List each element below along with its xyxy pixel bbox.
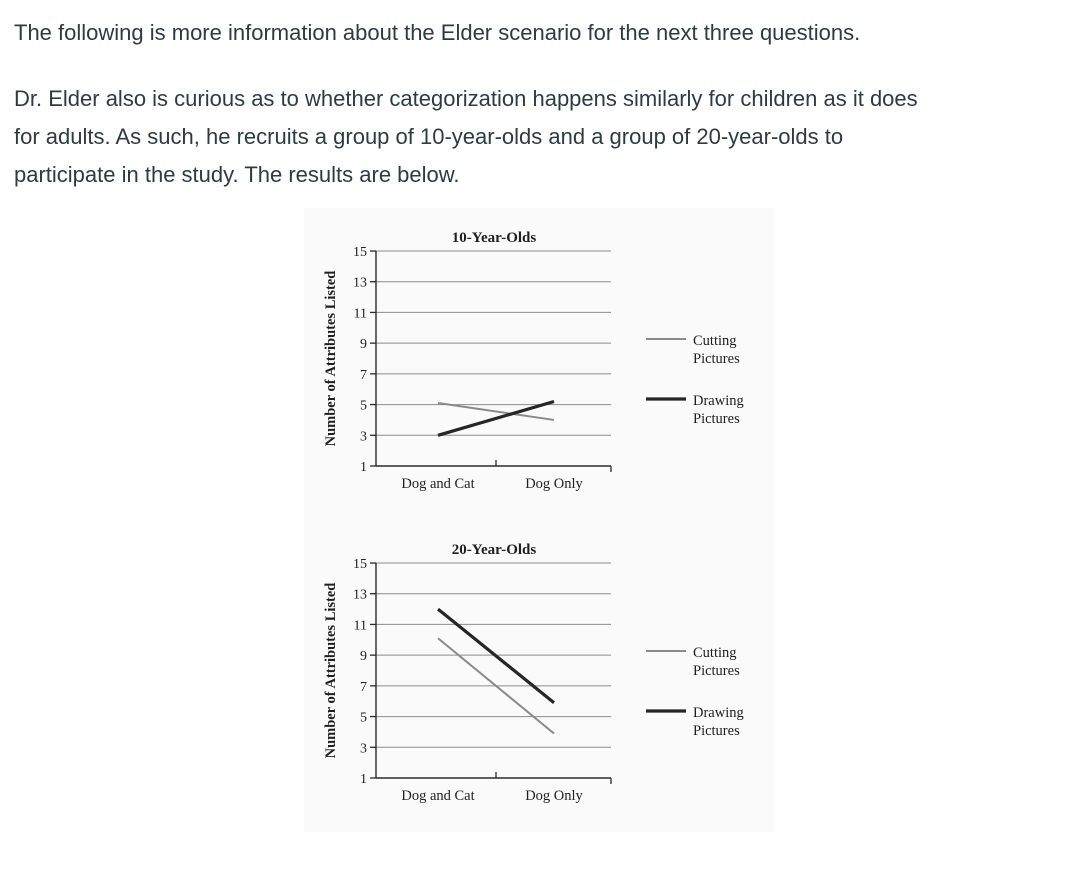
y-tick-label: 11 — [354, 306, 367, 321]
quiz-content-page: The following is more information about … — [14, 20, 918, 832]
series-line-cutting-pictures — [437, 402, 555, 421]
legend-label: Cutting — [693, 333, 737, 349]
legend-label: Cutting — [693, 645, 737, 661]
y-tick-label: 3 — [360, 429, 367, 444]
y-tick-label: 15 — [353, 245, 367, 260]
y-tick-label: 1 — [360, 460, 367, 475]
x-category-label: Dog Only — [525, 476, 583, 492]
chart-title: 10-Year-Olds — [452, 230, 537, 246]
chart-title: 20-Year-Olds — [452, 542, 537, 558]
legend-label: Pictures — [693, 411, 740, 427]
results-figure-panel: 1 3 5 7 9 11 13 15 Dog and Cat Dog Only 10-Year-Ol… — [304, 208, 774, 832]
intro-paragraph: Dr. Elder also is curious as to whether … — [14, 86, 918, 187]
series-line-drawing-pictures — [436, 607, 556, 704]
x-category-label: Dog Only — [525, 788, 583, 804]
legend-label: Pictures — [693, 723, 740, 739]
series-line-drawing-pictures — [437, 399, 555, 437]
legend-label: Pictures — [693, 663, 740, 679]
y-axis-label: Number of Attributes Listed — [323, 271, 339, 447]
y-tick-label: 15 — [353, 557, 367, 572]
y-tick-label: 1 — [360, 772, 367, 787]
y-tick-label: 13 — [353, 588, 367, 603]
legend-label: Drawing — [693, 705, 744, 721]
legend-label: Drawing — [693, 393, 744, 409]
legend-label: Pictures — [693, 351, 740, 367]
x-category-label: Dog and Cat — [401, 476, 474, 492]
intro-line: The following is more information about … — [14, 20, 861, 45]
y-tick-label: 5 — [360, 711, 367, 726]
y-tick-label: 7 — [360, 680, 367, 695]
x-category-label: Dog and Cat — [401, 788, 474, 804]
y-tick-label: 9 — [360, 337, 367, 352]
y-tick-label: 11 — [354, 618, 367, 633]
y-tick-label: 5 — [360, 399, 367, 414]
y-tick-label: 9 — [360, 649, 367, 664]
y-tick-label: 3 — [360, 741, 367, 756]
series-line-cutting-pictures — [437, 637, 555, 735]
y-axis-label: Number of Attributes Listed — [323, 583, 339, 759]
y-tick-label: 13 — [353, 276, 367, 291]
y-tick-label: 7 — [360, 368, 367, 383]
